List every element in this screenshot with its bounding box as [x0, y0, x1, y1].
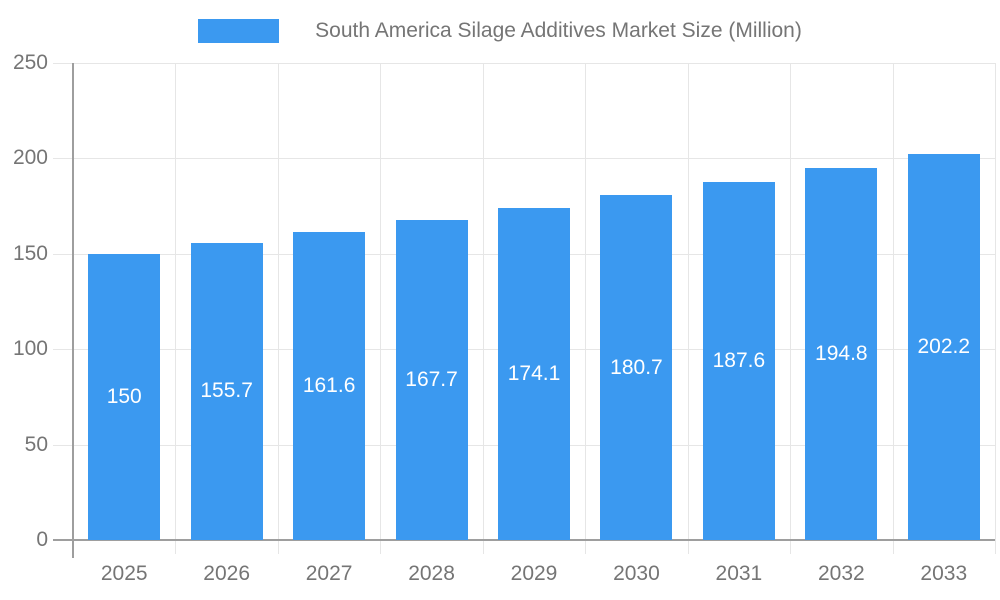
- y-axis-line: [72, 63, 74, 558]
- legend[interactable]: South America Silage Additives Market Si…: [0, 10, 1000, 52]
- bar-value-label-2033: 202.2: [917, 335, 971, 359]
- bar-value-label-2025: 150: [106, 384, 142, 408]
- gridline-y-250: [53, 63, 995, 64]
- bar-value-label-2031: 187.6: [712, 349, 766, 373]
- bar-2032[interactable]: [805, 168, 878, 540]
- x-axis-label-2028: 2028: [408, 562, 455, 585]
- bar-value-label-2027: 161.6: [302, 373, 356, 397]
- bar-2031[interactable]: [702, 182, 775, 540]
- bar-value-label-2028: 167.7: [405, 368, 458, 391]
- gridline-y-200: [53, 158, 995, 160]
- x-axis-line: [53, 539, 995, 541]
- x-axis-label-2026: 2026: [203, 562, 251, 585]
- gridline-x-boundary-1: [175, 63, 177, 554]
- x-axis-label-2030: 2030: [613, 562, 660, 585]
- bar-2026[interactable]: [190, 242, 263, 540]
- bar-value-label-2026: 155.7: [200, 379, 253, 403]
- bar-2030[interactable]: [600, 195, 673, 540]
- gridline-x-boundary-8: [892, 63, 894, 554]
- y-axis-label-0: 0: [36, 528, 48, 551]
- bar-value-label-2029: 174.1: [507, 361, 561, 385]
- gridline-x-boundary-9: [995, 63, 996, 554]
- gridline-x-boundary-5: [585, 63, 587, 554]
- gridline-x-boundary-4: [482, 63, 484, 554]
- y-axis-label-200: 200: [12, 146, 48, 170]
- x-axis-label-2032: 2032: [817, 562, 865, 585]
- bar-2033[interactable]: [907, 154, 980, 540]
- gridline-x-boundary-2: [277, 63, 279, 554]
- bar-value-label-2032: 194.8: [815, 342, 868, 366]
- bar-value-label-2030: 180.7: [610, 355, 663, 379]
- x-axis-label-2029: 2029: [510, 562, 558, 585]
- y-axis-label-150: 150: [12, 241, 48, 265]
- bar-2029[interactable]: [498, 207, 570, 540]
- bar-2028[interactable]: [395, 220, 468, 540]
- gridline-x-boundary-6: [687, 63, 689, 554]
- y-axis-label-250: 250: [12, 51, 48, 74]
- gridline-x-boundary-3: [380, 63, 382, 554]
- y-axis-label-50: 50: [24, 432, 48, 456]
- legend-swatch: [198, 19, 280, 43]
- x-axis-label-2025: 2025: [100, 562, 148, 585]
- bar-2027[interactable]: [293, 231, 366, 540]
- x-axis-label-2031: 2031: [715, 562, 763, 585]
- gridline-x-boundary-7: [790, 63, 792, 554]
- x-axis-label-2033: 2033: [920, 562, 968, 585]
- x-axis-label-2027: 2027: [305, 562, 353, 585]
- bar-2025[interactable]: [88, 253, 161, 540]
- y-axis-label-100: 100: [12, 337, 48, 361]
- legend-series-label: South America Silage Additives Market Si…: [315, 19, 802, 42]
